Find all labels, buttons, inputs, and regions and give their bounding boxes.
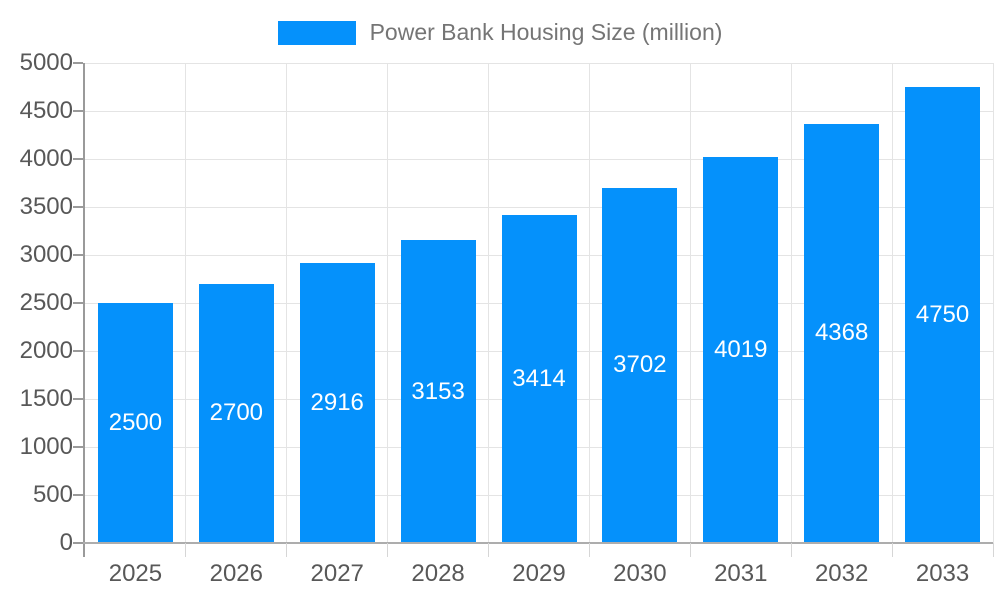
x-gridline bbox=[286, 63, 288, 543]
x-tick-mark bbox=[185, 543, 187, 557]
x-axis-tick-label: 2027 bbox=[310, 560, 364, 587]
y-axis-tick-label: 4500 bbox=[19, 97, 73, 124]
bar-value-label: 4368 bbox=[814, 319, 869, 347]
x-axis-tick-label: 2025 bbox=[108, 560, 163, 587]
y-tick-mark bbox=[73, 254, 83, 256]
legend-swatch bbox=[277, 20, 356, 45]
plot-area: 2500 2700 2916 3153 3414 3702 4019 4368 4750 bbox=[85, 62, 994, 543]
x-tick-mark bbox=[891, 543, 893, 557]
y-tick-mark bbox=[73, 350, 83, 352]
x-tick-mark bbox=[387, 543, 389, 557]
y-axis-tick-label: 4000 bbox=[19, 145, 73, 172]
y-axis-tick-label: 3500 bbox=[19, 193, 73, 220]
bar[interactable]: 4368 bbox=[804, 123, 880, 543]
x-tick-mark bbox=[588, 543, 590, 557]
y-axis-tick-label: 0 bbox=[59, 529, 73, 556]
x-gridline bbox=[790, 63, 792, 543]
x-gridline bbox=[588, 63, 590, 543]
x-gridline bbox=[689, 63, 691, 543]
y-tick-mark bbox=[73, 206, 83, 208]
y-gridline bbox=[85, 62, 993, 64]
y-tick-mark bbox=[73, 494, 83, 496]
x-gridline bbox=[891, 63, 893, 543]
y-tick-mark bbox=[73, 542, 83, 544]
x-axis-tick-label: 2026 bbox=[209, 560, 263, 587]
y-gridline bbox=[85, 206, 993, 208]
x-axis-tick-label: 2029 bbox=[512, 560, 566, 587]
bar[interactable]: 2916 bbox=[299, 263, 375, 543]
bar-value-label: 2500 bbox=[108, 409, 163, 436]
bar-value-label: 3702 bbox=[613, 351, 667, 379]
y-axis-tick-label: 5000 bbox=[19, 49, 73, 76]
chart-title: Power Bank Housing Size (million) bbox=[369, 19, 723, 45]
y-tick-mark bbox=[73, 302, 83, 304]
bar[interactable]: 3702 bbox=[602, 187, 678, 543]
x-axis-line bbox=[83, 542, 993, 544]
y-tick-mark bbox=[73, 110, 83, 112]
bar-value-label: 4750 bbox=[915, 301, 970, 328]
x-axis-tick-label: 2033 bbox=[915, 560, 970, 587]
x-tick-mark bbox=[488, 543, 490, 557]
x-axis-tick-label: 2031 bbox=[714, 560, 768, 587]
x-tick-mark bbox=[992, 543, 994, 557]
y-axis-tick-label: 500 bbox=[32, 481, 73, 508]
y-tick-mark bbox=[73, 158, 83, 160]
bar[interactable]: 4019 bbox=[703, 157, 779, 543]
x-tick-mark bbox=[790, 543, 792, 557]
bar[interactable]: 4750 bbox=[905, 87, 981, 543]
x-axis-tick-label: 2030 bbox=[613, 560, 667, 587]
x-gridline bbox=[387, 63, 389, 543]
legend: Power Bank Housing Size (million) bbox=[0, 20, 1000, 45]
y-axis-line bbox=[83, 63, 85, 557]
bar[interactable]: 3153 bbox=[400, 240, 476, 543]
x-gridline bbox=[488, 63, 490, 543]
bar[interactable]: 2700 bbox=[198, 283, 274, 543]
bar-value-label: 3153 bbox=[411, 377, 465, 405]
x-axis-tick-label: 2032 bbox=[814, 560, 869, 587]
y-axis-tick-label: 1500 bbox=[19, 385, 73, 412]
x-tick-mark bbox=[286, 543, 288, 557]
y-axis-tick-label: 1000 bbox=[19, 433, 73, 460]
y-gridline bbox=[85, 158, 993, 160]
legend-item[interactable]: Power Bank Housing Size (million) bbox=[277, 19, 723, 45]
y-tick-mark bbox=[73, 62, 83, 64]
x-axis-tick-label: 2028 bbox=[411, 560, 465, 587]
bar[interactable]: 2500 bbox=[97, 303, 173, 543]
y-axis-tick-label: 3000 bbox=[19, 241, 73, 268]
x-tick-mark bbox=[689, 543, 691, 557]
bar[interactable]: 3414 bbox=[501, 215, 577, 543]
bar-value-label: 4019 bbox=[714, 336, 768, 364]
y-tick-mark bbox=[73, 398, 83, 400]
bar-value-label: 3414 bbox=[512, 365, 566, 393]
x-gridline bbox=[992, 63, 994, 543]
y-tick-mark bbox=[73, 446, 83, 448]
x-gridline bbox=[185, 63, 187, 543]
y-gridline bbox=[85, 110, 993, 112]
y-axis-tick-label: 2500 bbox=[19, 289, 73, 316]
y-axis-tick-label: 2000 bbox=[19, 337, 73, 364]
bar-value-label: 2700 bbox=[209, 399, 264, 427]
bar-value-label: 2916 bbox=[310, 389, 364, 417]
